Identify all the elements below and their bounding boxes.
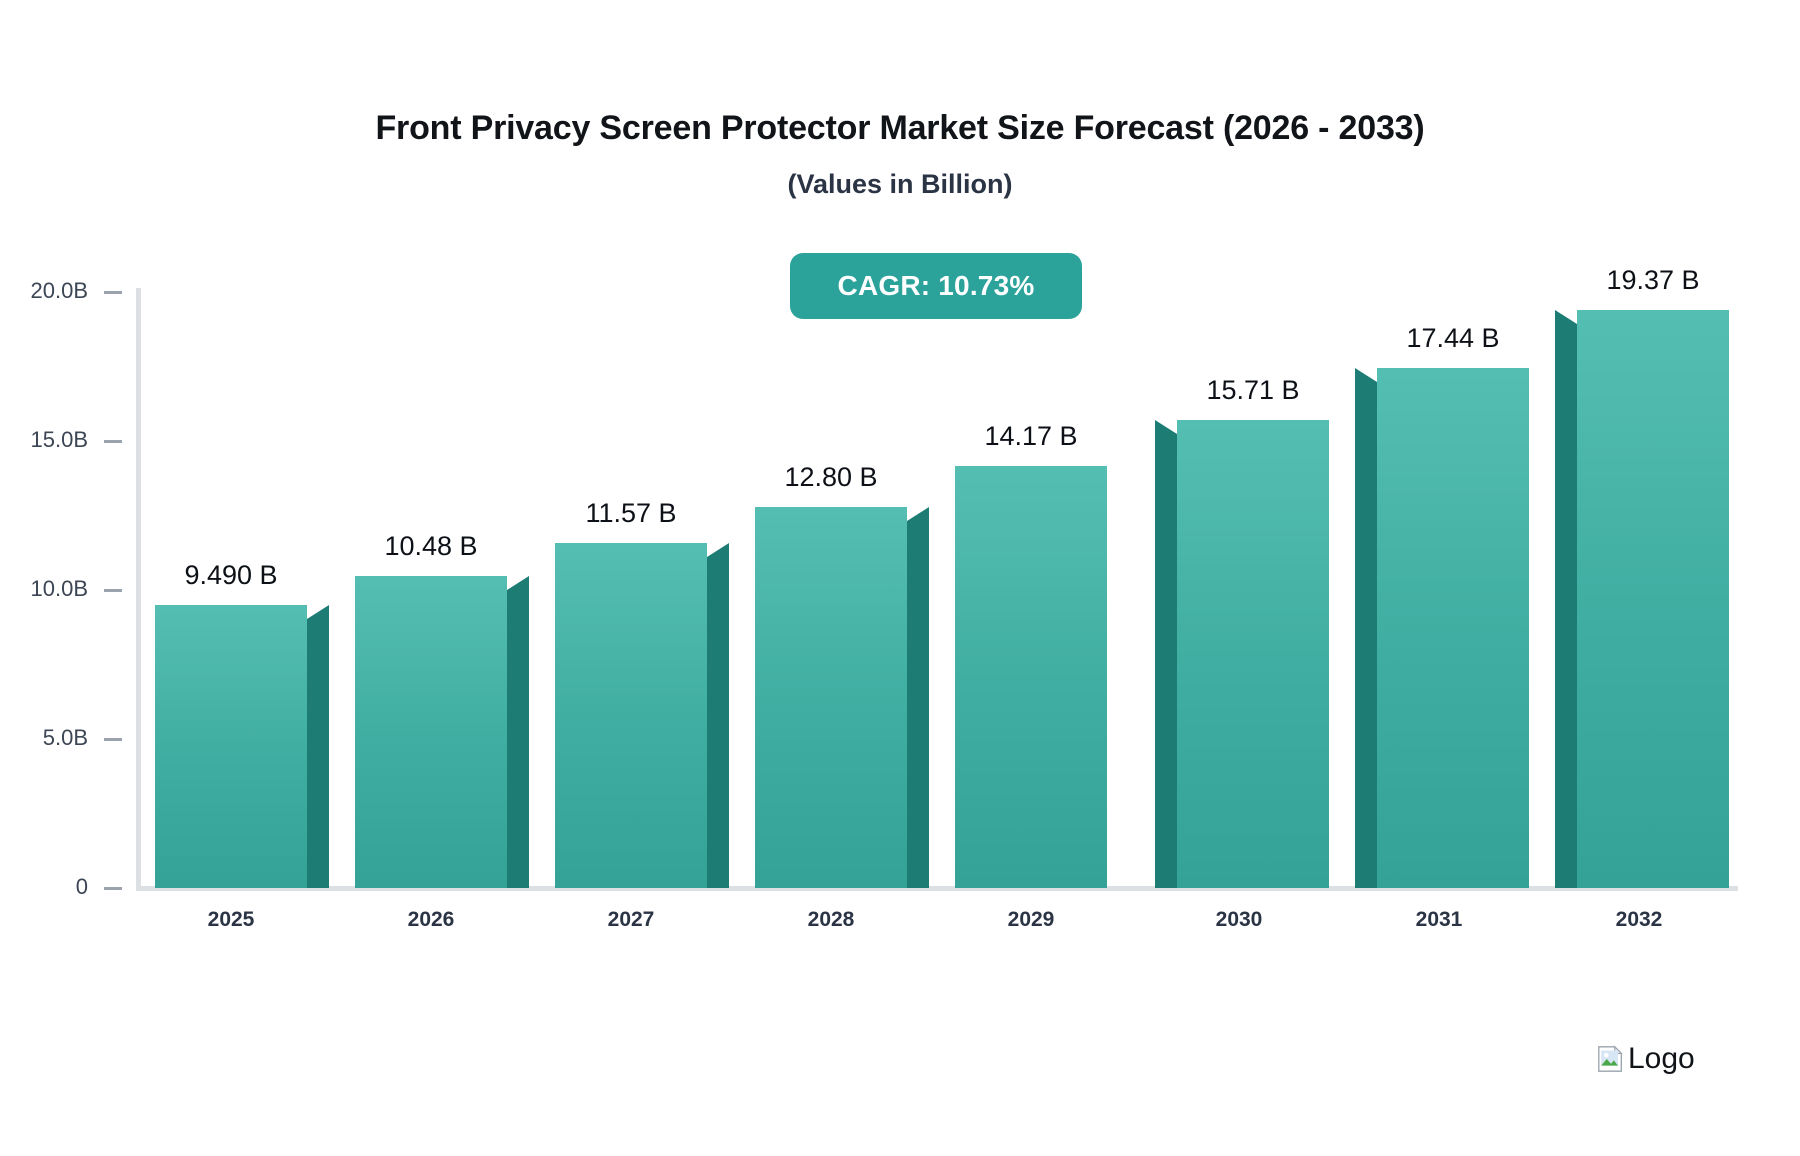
chart-header: Front Privacy Screen Protector Market Si…: [0, 108, 1800, 200]
logo-alt-text: Logo: [1628, 1042, 1695, 1075]
bar-side-2027: [707, 543, 729, 888]
bar-side-2028: [907, 507, 929, 888]
bar-face-2027[interactable]: [555, 543, 707, 888]
broken-image-icon: [1598, 1045, 1623, 1072]
cagr-badge: CAGR: 10.73%: [790, 253, 1082, 319]
bar-2029[interactable]: 14.17 B: [955, 421, 1107, 888]
bar-value-2032: 19.37 B: [1606, 265, 1700, 295]
cagr-badge-label: CAGR: 10.73%: [837, 270, 1035, 301]
bar-face-2032[interactable]: [1577, 310, 1729, 888]
x-axis-line: [136, 886, 1738, 891]
bar-value-2031: 17.44 B: [1406, 323, 1500, 353]
bar-face-2030[interactable]: [1177, 420, 1329, 888]
bar-face-2031[interactable]: [1377, 368, 1529, 888]
y-tick-mark-icon: [104, 290, 122, 294]
y-tick-label-5: 5.0B: [42, 725, 88, 750]
bar-2027[interactable]: 11.57 B: [555, 498, 729, 888]
y-tick-mark-icon: [104, 886, 122, 890]
bar-face-2025[interactable]: [155, 605, 307, 888]
x-tick-label-2032: 2032: [1615, 908, 1663, 931]
x-tick-label-2025: 2025: [207, 908, 255, 931]
x-tick-label-2030: 2030: [1215, 908, 1263, 931]
bar-value-2028: 12.80 B: [784, 462, 878, 492]
bar-2028[interactable]: 12.80 B: [755, 462, 929, 888]
bar-side-2030: [1155, 420, 1177, 888]
bar-value-2026: 10.48 B: [384, 531, 478, 561]
bar-value-2027: 11.57 B: [585, 498, 677, 528]
y-axis-line: [136, 288, 141, 891]
y-tick-mark-icon: [104, 737, 122, 741]
x-tick-label-2027: 2027: [607, 908, 655, 931]
bar-face-2026[interactable]: [355, 576, 507, 888]
x-tick-label-2029: 2029: [1007, 908, 1055, 931]
y-tick-label-10: 10.0B: [30, 576, 89, 601]
y-tick-label-15: 15.0B: [30, 427, 89, 452]
y-tick-mark-icon: [104, 439, 122, 443]
logo: Logo: [1596, 1044, 1695, 1074]
x-tick-label-2026: 2026: [407, 908, 455, 931]
y-tick-label-0: 0: [75, 874, 88, 899]
bar-face-2028[interactable]: [755, 507, 907, 888]
bar-side-2032: [1555, 310, 1577, 888]
bar-2030[interactable]: 15.71 B: [1155, 375, 1329, 888]
bar-value-2025: 9.490 B: [184, 560, 278, 590]
x-tick-label-2031: 2031: [1415, 908, 1463, 931]
bar-side-2031: [1355, 368, 1377, 888]
bar-2032[interactable]: 19.37 B: [1555, 265, 1729, 888]
bar-side-2025: [307, 605, 329, 888]
bar-face-2029[interactable]: [955, 466, 1107, 888]
bar-value-2029: 14.17 B: [984, 421, 1078, 451]
bar-side-2026: [507, 576, 529, 888]
bar-2026[interactable]: 10.48 B: [355, 531, 529, 888]
y-tick-mark-icon: [104, 588, 122, 592]
x-tick-label-2028: 2028: [807, 908, 855, 931]
chart-subtitle: (Values in Billion): [787, 168, 1013, 199]
y-tick-label-20: 20.0B: [30, 278, 89, 303]
bar-2031[interactable]: 17.44 B: [1355, 323, 1529, 888]
chart-title: Front Privacy Screen Protector Market Si…: [375, 109, 1425, 147]
bar-value-2030: 15.71 B: [1206, 375, 1300, 405]
bar-2025[interactable]: 9.490 B: [155, 560, 329, 888]
